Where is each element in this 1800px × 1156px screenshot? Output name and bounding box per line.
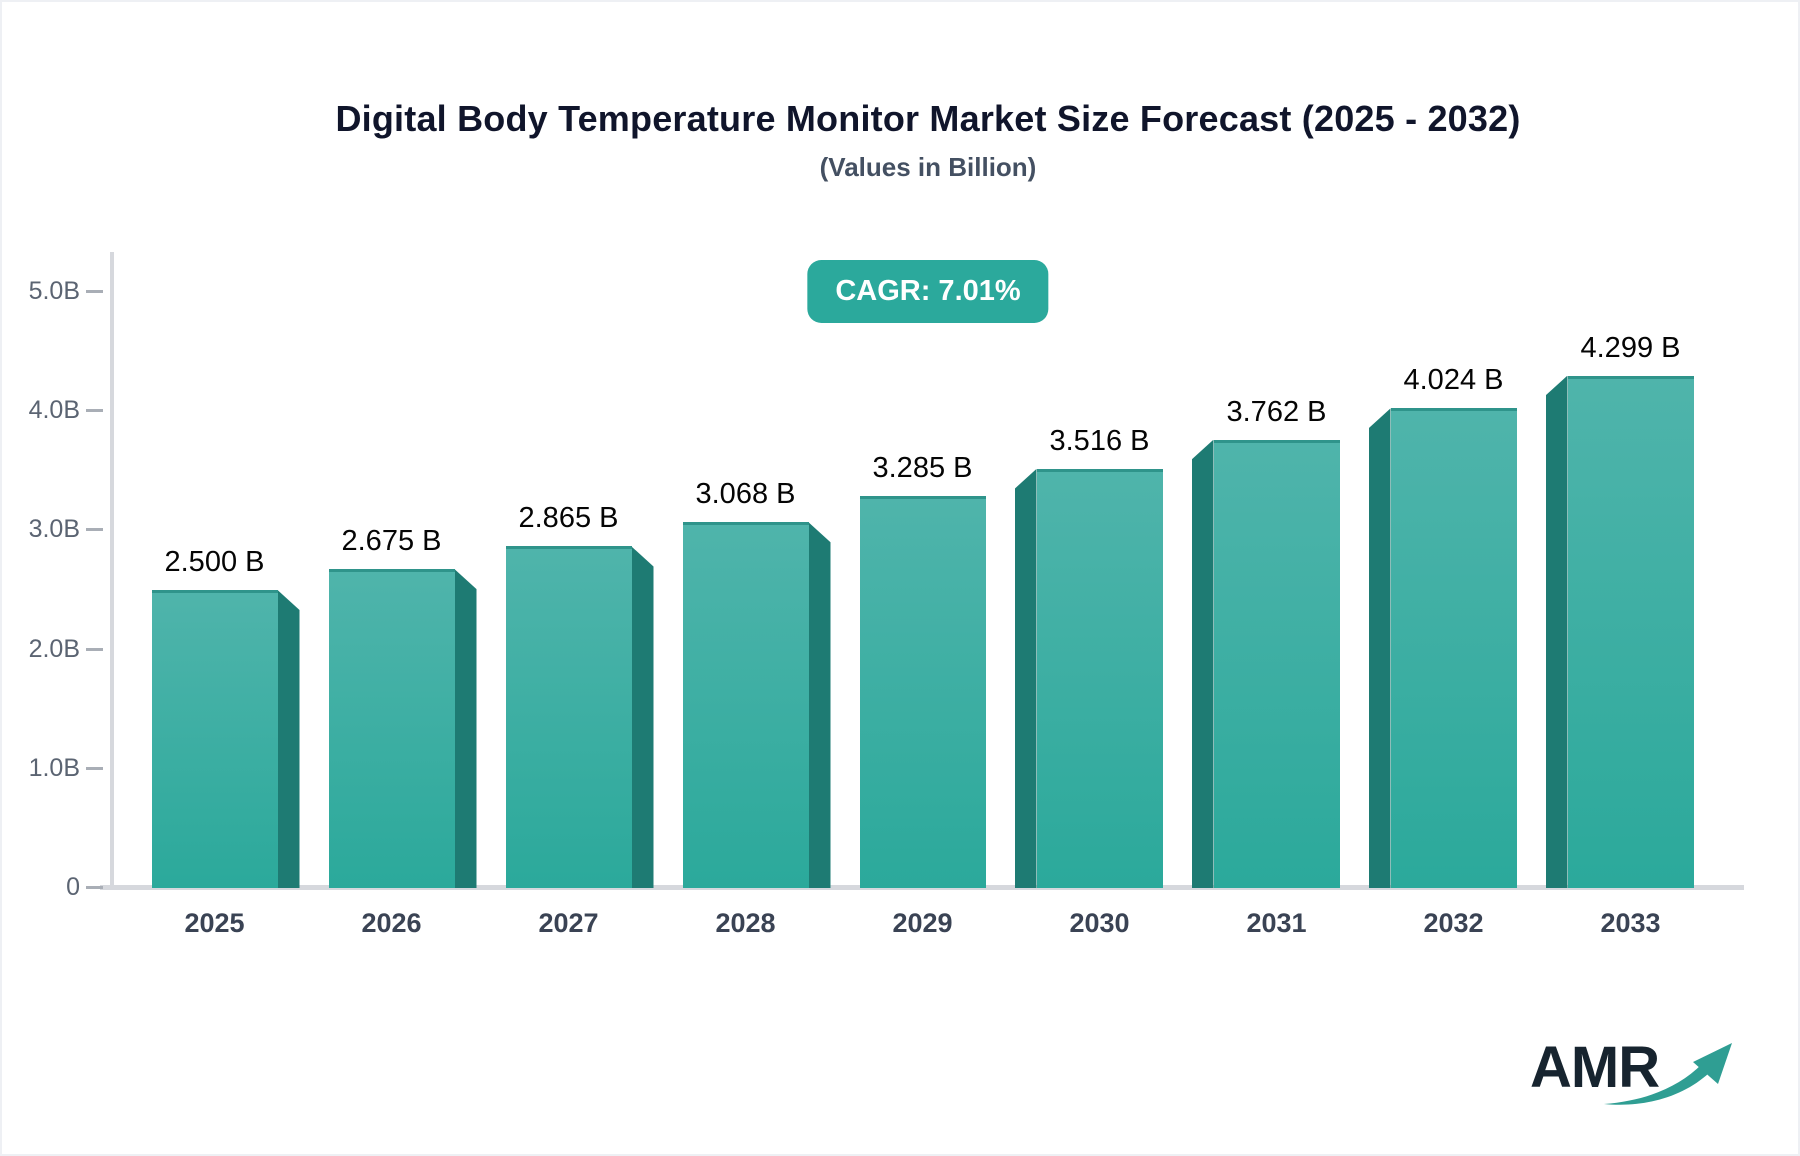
bar-value-label: 4.299 B — [1580, 331, 1681, 364]
y-axis-tick — [86, 886, 103, 889]
bar — [682, 522, 809, 888]
bar-value-label: 3.762 B — [1226, 395, 1327, 428]
x-axis-label: 2031 — [1246, 908, 1307, 938]
x-axis-label: 2025 — [184, 908, 245, 938]
bar-3d-side — [1545, 375, 1568, 888]
bar-value-label: 2.675 B — [341, 525, 442, 558]
bar-3d-side — [277, 590, 300, 888]
x-axis-label: 2027 — [538, 908, 599, 938]
bar-value-label: 3.068 B — [695, 478, 796, 511]
bar-3d-side — [808, 522, 831, 888]
bar-3d-side — [1368, 408, 1391, 888]
bar-value-label: 4.024 B — [1403, 364, 1504, 397]
y-axis-label: 4.0B — [28, 396, 80, 425]
bar — [505, 546, 632, 888]
chart-title: Digital Body Temperature Monitor Market … — [335, 98, 1521, 139]
y-axis-tick — [86, 647, 103, 651]
amr-logo: AMR — [1530, 1034, 1760, 1114]
bar-value-label: 3.285 B — [872, 452, 973, 485]
y-axis-label: 1.0B — [28, 753, 80, 782]
y-axis-label: 3.0B — [28, 515, 80, 544]
bar-3d-side — [631, 546, 654, 888]
x-axis-label: 2032 — [1423, 908, 1484, 938]
y-axis-label: 5.0B — [28, 277, 80, 305]
bar — [1036, 468, 1163, 888]
x-axis-label: 2026 — [361, 908, 422, 938]
y-axis-label: 2.0B — [28, 634, 80, 663]
bar-3d-side — [1014, 468, 1037, 888]
cagr-badge: CAGR: 7.01% — [807, 260, 1049, 323]
bar-3d-side — [1191, 439, 1214, 888]
bar-value-label: 2.865 B — [518, 502, 619, 535]
bar-value-label: 3.516 B — [1049, 424, 1150, 457]
amr-logo-text: AMR — [1530, 1035, 1660, 1100]
x-axis-label: 2033 — [1600, 908, 1661, 938]
x-axis-label: 2029 — [892, 908, 953, 938]
y-axis-tick — [86, 528, 103, 532]
chart-subtitle: (Values in Billion) — [819, 152, 1037, 182]
x-axis-label: 2028 — [715, 908, 776, 938]
y-axis-line — [110, 252, 114, 888]
bar — [1213, 439, 1340, 888]
y-axis-tick — [86, 290, 103, 293]
bar — [1390, 408, 1517, 888]
bar — [1567, 375, 1694, 888]
bar — [328, 569, 455, 888]
bar-value-label: 2.500 B — [164, 546, 265, 578]
growth-arrow-icon — [1604, 1043, 1732, 1105]
bar — [859, 496, 986, 888]
bar-3d-side — [454, 569, 477, 888]
y-axis-tick — [86, 409, 103, 413]
bar — [151, 590, 278, 888]
y-axis-label: 0 — [66, 873, 80, 901]
y-axis-tick — [86, 766, 103, 770]
x-axis-label: 2030 — [1069, 908, 1130, 938]
